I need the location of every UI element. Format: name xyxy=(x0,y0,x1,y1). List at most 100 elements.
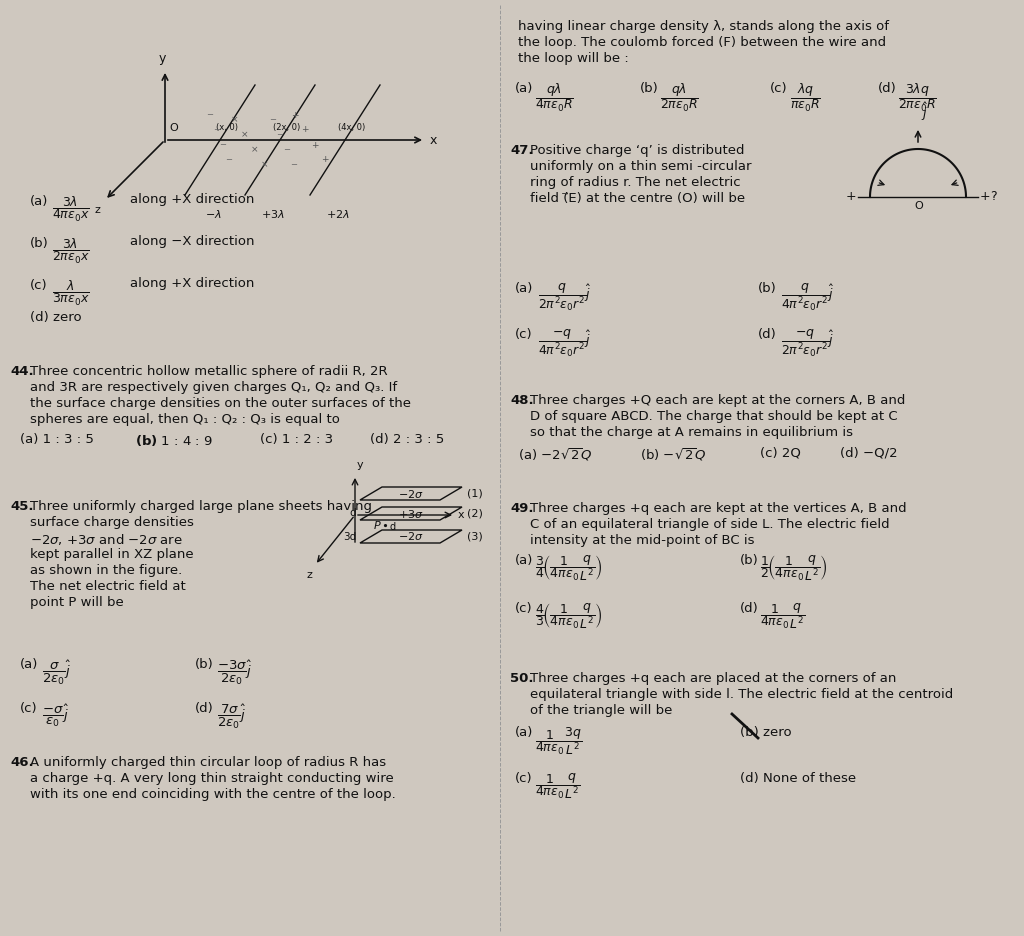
Text: ×: × xyxy=(251,145,259,154)
Text: (c): (c) xyxy=(515,602,532,615)
Text: point P will be: point P will be xyxy=(30,596,124,609)
Text: $\dfrac{3}{4}\!\left(\dfrac{1}{4\pi\varepsilon_0}\dfrac{q}{L^2}\right)$: $\dfrac{3}{4}\!\left(\dfrac{1}{4\pi\vare… xyxy=(535,554,603,583)
Text: 50.: 50. xyxy=(510,672,534,685)
Text: spheres are equal, then Q₁ : Q₂ : Q₃ is equal to: spheres are equal, then Q₁ : Q₂ : Q₃ is … xyxy=(30,413,340,426)
Text: (b): (b) xyxy=(30,237,49,250)
Text: D of square ABCD. The charge that should be kept at C: D of square ABCD. The charge that should… xyxy=(530,410,898,423)
Text: along +X direction: along +X direction xyxy=(130,193,254,206)
Text: of the triangle will be: of the triangle will be xyxy=(530,704,673,717)
Text: and 3R are respectively given charges Q₁, Q₂ and Q₃. If: and 3R are respectively given charges Q₁… xyxy=(30,381,397,394)
Text: $\dfrac{4}{3}\!\left(\dfrac{1}{4\pi\varepsilon_0}\dfrac{q}{L^2}\right)$: $\dfrac{4}{3}\!\left(\dfrac{1}{4\pi\vare… xyxy=(535,602,603,631)
Text: +: + xyxy=(980,191,990,203)
Text: (c): (c) xyxy=(770,82,787,95)
Text: $\dfrac{\lambda}{3\pi\varepsilon_0 x}$: $\dfrac{\lambda}{3\pi\varepsilon_0 x}$ xyxy=(52,279,90,308)
Text: (c) 2Q: (c) 2Q xyxy=(760,446,801,459)
Text: −: − xyxy=(219,140,226,150)
Text: −: − xyxy=(213,125,220,135)
Text: intensity at the mid-point of BC is: intensity at the mid-point of BC is xyxy=(530,534,755,547)
Text: $\bf{(b)}$ 1 : 4 : 9: $\bf{(b)}$ 1 : 4 : 9 xyxy=(135,433,213,448)
Text: the loop. The coulomb forced (F) between the wire and: the loop. The coulomb forced (F) between… xyxy=(518,36,886,49)
Text: along −X direction: along −X direction xyxy=(130,235,255,248)
Text: $\dfrac{1}{4\pi\varepsilon_0}\dfrac{q}{L^2}$: $\dfrac{1}{4\pi\varepsilon_0}\dfrac{q}{L… xyxy=(535,772,581,801)
Text: (a) 1 : 3 : 5: (a) 1 : 3 : 5 xyxy=(20,433,94,446)
Text: (d): (d) xyxy=(878,82,897,95)
Text: (4x, 0): (4x, 0) xyxy=(338,123,366,132)
Text: y: y xyxy=(357,460,364,470)
Text: (2): (2) xyxy=(467,508,483,519)
Text: (a): (a) xyxy=(515,726,534,739)
Text: $\dfrac{\lambda q}{\pi\varepsilon_0 R}$: $\dfrac{\lambda q}{\pi\varepsilon_0 R}$ xyxy=(790,82,821,114)
Text: $\dfrac{1}{2}\!\left(\dfrac{1}{4\pi\varepsilon_0}\dfrac{q}{L^2}\right)$: $\dfrac{1}{2}\!\left(\dfrac{1}{4\pi\vare… xyxy=(760,554,827,583)
Text: +: + xyxy=(311,140,318,150)
Text: the loop will be :: the loop will be : xyxy=(518,52,629,65)
Text: $\dfrac{-\sigma}{\varepsilon_0}\hat{j}$: $\dfrac{-\sigma}{\varepsilon_0}\hat{j}$ xyxy=(42,702,70,729)
Text: Three concentric hollow metallic sphere of radii R, 2R: Three concentric hollow metallic sphere … xyxy=(30,365,388,378)
Text: $\dfrac{\sigma}{2\varepsilon_0}\hat{j}$: $\dfrac{\sigma}{2\varepsilon_0}\hat{j}$ xyxy=(42,658,72,687)
Text: $\dfrac{3\lambda}{2\pi\varepsilon_0 x}$: $\dfrac{3\lambda}{2\pi\varepsilon_0 x}$ xyxy=(52,237,90,266)
Text: (c): (c) xyxy=(30,279,48,292)
Text: (d): (d) xyxy=(758,328,777,341)
Text: Three charges +q each are kept at the vertices A, B and: Three charges +q each are kept at the ve… xyxy=(530,502,906,515)
Text: (d) 2 : 3 : 5: (d) 2 : 3 : 5 xyxy=(370,433,444,446)
Text: ×: × xyxy=(242,130,249,139)
Text: with its one end coinciding with the centre of the loop.: with its one end coinciding with the cen… xyxy=(30,788,395,801)
Text: $\dfrac{3\lambda q}{2\pi\varepsilon_0 R}$: $\dfrac{3\lambda q}{2\pi\varepsilon_0 R}… xyxy=(898,82,937,114)
Text: along +X direction: along +X direction xyxy=(130,277,254,290)
Text: (c): (c) xyxy=(515,328,532,341)
Text: (d): (d) xyxy=(195,702,214,715)
Text: (a): (a) xyxy=(515,82,534,95)
Text: (d) zero: (d) zero xyxy=(30,311,82,324)
Text: 49.: 49. xyxy=(510,502,534,515)
Text: $\dfrac{-3\sigma}{2\varepsilon_0}\hat{j}$: $\dfrac{-3\sigma}{2\varepsilon_0}\hat{j}… xyxy=(217,658,253,687)
Text: $\dfrac{q}{4\pi^2\varepsilon_0 r^2}\hat{j}$: $\dfrac{q}{4\pi^2\varepsilon_0 r^2}\hat{… xyxy=(781,282,835,314)
Text: (3): (3) xyxy=(467,532,482,542)
Text: Three charges +q each are placed at the corners of an: Three charges +q each are placed at the … xyxy=(530,672,896,685)
Text: a charge +q. A very long thin straight conducting wire: a charge +q. A very long thin straight c… xyxy=(30,772,394,785)
Text: +: + xyxy=(322,155,329,165)
Text: (a): (a) xyxy=(20,658,38,671)
Text: the surface charge densities on the outer surfaces of the: the surface charge densities on the oute… xyxy=(30,397,411,410)
Text: z: z xyxy=(306,570,312,580)
Text: (a) $-2\sqrt{2}Q$: (a) $-2\sqrt{2}Q$ xyxy=(518,446,592,462)
Text: +: + xyxy=(291,110,299,120)
Text: +: + xyxy=(301,125,309,135)
Text: $\dfrac{3\lambda}{4\pi\varepsilon_0 x}$: $\dfrac{3\lambda}{4\pi\varepsilon_0 x}$ xyxy=(52,195,90,224)
Text: $\dfrac{-q}{4\pi^2\varepsilon_0 r^2}\hat{j}$: $\dfrac{-q}{4\pi^2\varepsilon_0 r^2}\hat… xyxy=(538,328,592,359)
Text: −: − xyxy=(291,160,298,169)
Text: (c): (c) xyxy=(515,772,532,785)
Text: 47.: 47. xyxy=(510,144,534,157)
Text: 48.: 48. xyxy=(510,394,534,407)
Text: (d): (d) xyxy=(740,602,759,615)
Text: ×: × xyxy=(231,115,239,124)
Text: −: − xyxy=(284,145,291,154)
Text: $-2\sigma$, $+3\sigma$ and $-2\sigma$ are: $-2\sigma$, $+3\sigma$ and $-2\sigma$ ar… xyxy=(30,532,183,547)
Text: $+3\lambda$: $+3\lambda$ xyxy=(261,208,285,220)
Text: kept parallel in XZ plane: kept parallel in XZ plane xyxy=(30,548,194,561)
Text: (1): (1) xyxy=(467,489,482,499)
Text: (a): (a) xyxy=(515,282,534,295)
Text: x: x xyxy=(430,134,437,147)
Text: +: + xyxy=(846,191,856,203)
Text: −: − xyxy=(276,130,284,139)
Text: (b) zero: (b) zero xyxy=(740,726,792,739)
Text: $\dfrac{q\lambda}{2\pi\varepsilon_0 R}$: $\dfrac{q\lambda}{2\pi\varepsilon_0 R}$ xyxy=(660,82,698,114)
Text: −: − xyxy=(269,115,276,124)
Text: $-2\sigma$: $-2\sigma$ xyxy=(398,488,424,500)
Text: (a): (a) xyxy=(30,195,48,208)
Text: so that the charge at A remains in equilibrium is: so that the charge at A remains in equil… xyxy=(530,426,853,439)
Text: (a): (a) xyxy=(515,554,534,567)
Text: −: − xyxy=(207,110,213,120)
Text: $\dfrac{q\lambda}{4\pi\varepsilon_0 R}$: $\dfrac{q\lambda}{4\pi\varepsilon_0 R}$ xyxy=(535,82,573,114)
Text: (b): (b) xyxy=(640,82,658,95)
Text: $P\bullet$: $P\bullet$ xyxy=(373,519,389,531)
Text: $\dfrac{1}{4\pi\varepsilon_0}\dfrac{q}{L^2}$: $\dfrac{1}{4\pi\varepsilon_0}\dfrac{q}{L… xyxy=(760,602,806,631)
Text: y: y xyxy=(159,52,166,65)
Text: O: O xyxy=(914,201,923,211)
Text: d: d xyxy=(389,522,395,532)
Text: $+2\lambda$: $+2\lambda$ xyxy=(326,208,350,220)
Text: equilateral triangle with side l. The electric field at the centroid: equilateral triangle with side l. The el… xyxy=(530,688,953,701)
Text: $\dfrac{-q}{2\pi^2\varepsilon_0 r^2}\hat{j}$: $\dfrac{-q}{2\pi^2\varepsilon_0 r^2}\hat… xyxy=(781,328,835,359)
Text: 3d: 3d xyxy=(343,532,356,542)
Text: as shown in the figure.: as shown in the figure. xyxy=(30,564,182,577)
Text: (c) 1 : 2 : 3: (c) 1 : 2 : 3 xyxy=(260,433,333,446)
